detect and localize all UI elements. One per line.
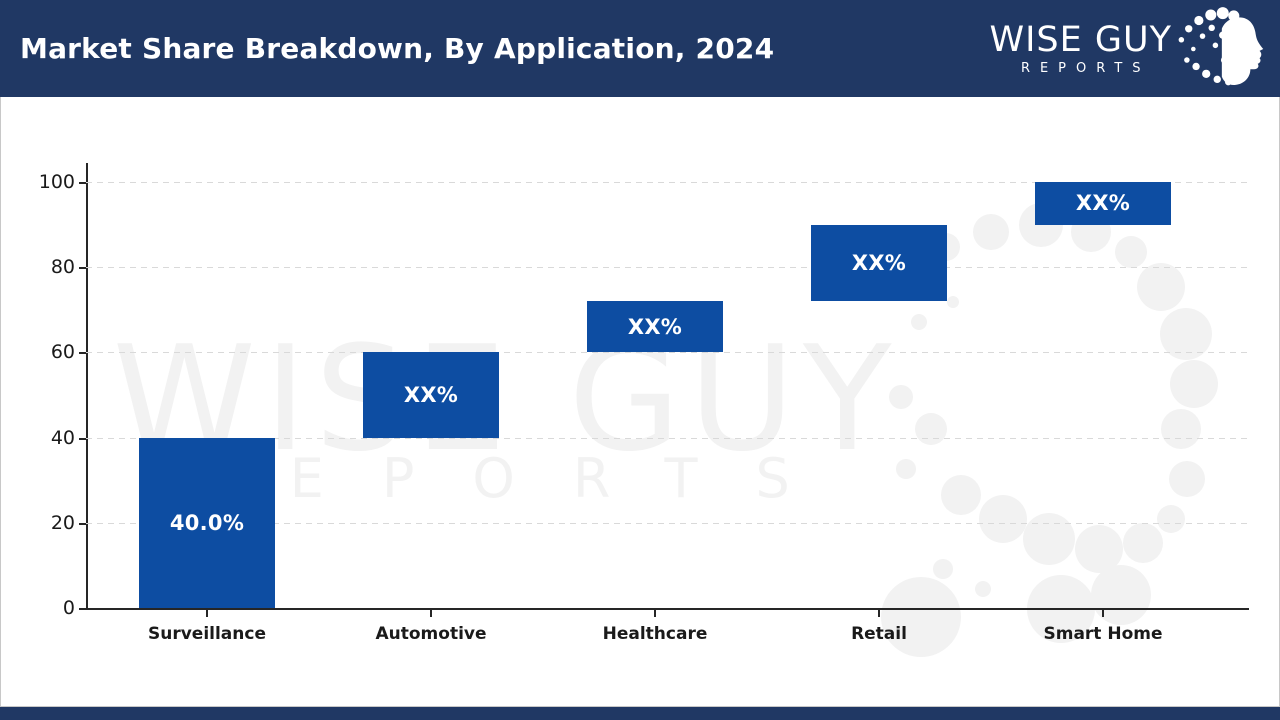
gridline-40 bbox=[86, 437, 1249, 439]
bar-retail: XX% bbox=[811, 224, 947, 302]
y-tick-label-0: 0 bbox=[62, 597, 75, 619]
bar-healthcare: XX% bbox=[587, 301, 723, 353]
chart-canvas: WISE GUY REPORTS 0 bbox=[0, 97, 1280, 707]
logo-title: WISE GUY bbox=[989, 19, 1172, 60]
y-tick-label-80: 80 bbox=[50, 256, 75, 279]
bar-value-label: XX% bbox=[403, 382, 459, 407]
y-axis-line bbox=[86, 163, 88, 610]
x-tick-4 bbox=[1102, 610, 1104, 617]
gridline-60 bbox=[86, 352, 1249, 354]
watermark-text-2: REPORTS bbox=[194, 447, 848, 510]
x-tick-1 bbox=[430, 610, 432, 617]
page-title: Market Share Breakdown, By Application, … bbox=[20, 32, 775, 65]
gridline-100 bbox=[86, 182, 1249, 183]
x-tick-label-1: Automotive bbox=[375, 624, 487, 644]
y-tick-label-60: 60 bbox=[50, 341, 75, 364]
logo: WISE GUY REPORTS bbox=[989, 6, 1266, 92]
y-tick-100 bbox=[79, 182, 86, 184]
gridline-80 bbox=[86, 267, 1249, 269]
logo-wordmark: WISE GUY REPORTS bbox=[989, 22, 1172, 76]
y-tick-60 bbox=[79, 352, 86, 355]
header-bar: Market Share Breakdown, By Application, … bbox=[0, 0, 1280, 97]
x-tick-3 bbox=[878, 610, 880, 617]
y-tick-0 bbox=[79, 608, 86, 610]
bar-value-label: 40.0% bbox=[169, 510, 245, 535]
y-tick-80 bbox=[79, 267, 86, 270]
bar-value-label: XX% bbox=[851, 250, 907, 275]
x-tick-0 bbox=[206, 610, 208, 617]
footer-bar bbox=[0, 707, 1280, 720]
x-tick-label-2: Healthcare bbox=[602, 624, 708, 644]
y-tick-label-20: 20 bbox=[50, 511, 75, 534]
bar-surveillance: 40.0% bbox=[139, 437, 275, 608]
bar-automotive: XX% bbox=[363, 352, 499, 438]
y-tick-label-40: 40 bbox=[50, 426, 75, 449]
gridline-20 bbox=[86, 522, 1249, 524]
x-axis-line bbox=[86, 608, 1249, 610]
x-tick-label-4: Smart Home bbox=[1043, 624, 1163, 644]
y-tick-label-100: 100 bbox=[38, 171, 75, 193]
logo-subtitle: REPORTS bbox=[1020, 60, 1151, 76]
y-tick-20 bbox=[79, 522, 86, 525]
bar-smart-home: XX% bbox=[1035, 182, 1171, 225]
logo-face-icon bbox=[1178, 6, 1264, 85]
x-tick-2 bbox=[654, 610, 656, 617]
x-tick-label-3: Retail bbox=[851, 624, 907, 644]
bar-value-label: XX% bbox=[627, 314, 683, 339]
x-tick-label-0: Surveillance bbox=[147, 624, 266, 644]
bar-value-label: XX% bbox=[1075, 191, 1131, 216]
plot-area: 0 20 40 60 80 100 40.0% Surveillance XX% Automoti… bbox=[1, 97, 1280, 707]
y-tick-40 bbox=[79, 437, 86, 440]
